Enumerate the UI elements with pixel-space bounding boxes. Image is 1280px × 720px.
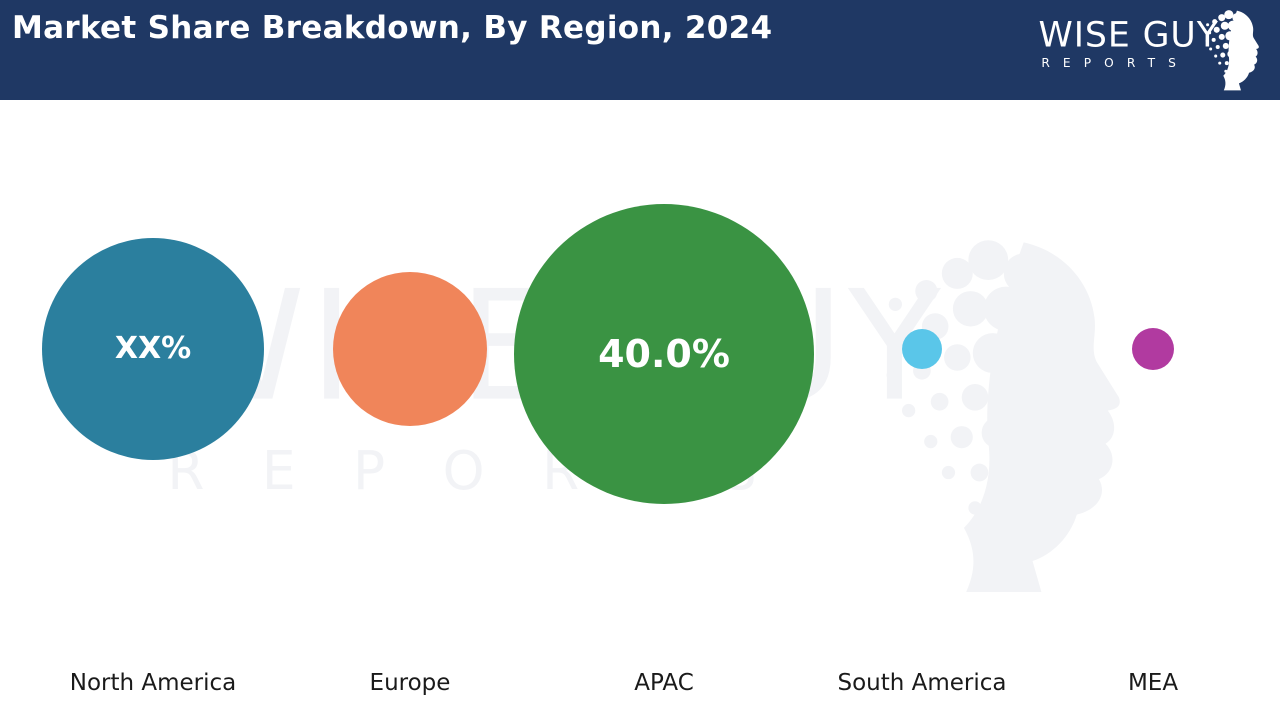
category-label-apac: APAC <box>634 670 694 696</box>
bubble-value-label: 40.0% <box>598 332 730 376</box>
bubble-north-america: XX% <box>42 238 264 460</box>
bubble-mea <box>1132 328 1174 370</box>
bubble-europe <box>333 272 487 426</box>
logo-wordmark: WISE GUY <box>1039 15 1219 55</box>
category-label-europe: Europe <box>369 670 451 696</box>
logo-subtext: REPORTS <box>1041 56 1189 70</box>
category-label-north-america: North America <box>69 670 237 696</box>
category-label-south-america: South America <box>837 670 1007 696</box>
wise-guy-reports-logo: WISE GUY REPORTS <box>1039 10 1259 91</box>
category-label-mea: MEA <box>1127 670 1179 696</box>
bubble-south-america <box>902 329 942 369</box>
chart-title: Market Share Breakdown, By Region, 2024 <box>12 10 773 46</box>
bubble-apac: 40.0% <box>514 204 814 504</box>
header-bar: Market Share Breakdown, By Region, 2024 … <box>0 0 1280 100</box>
bubble-value-label: XX% <box>114 331 192 366</box>
